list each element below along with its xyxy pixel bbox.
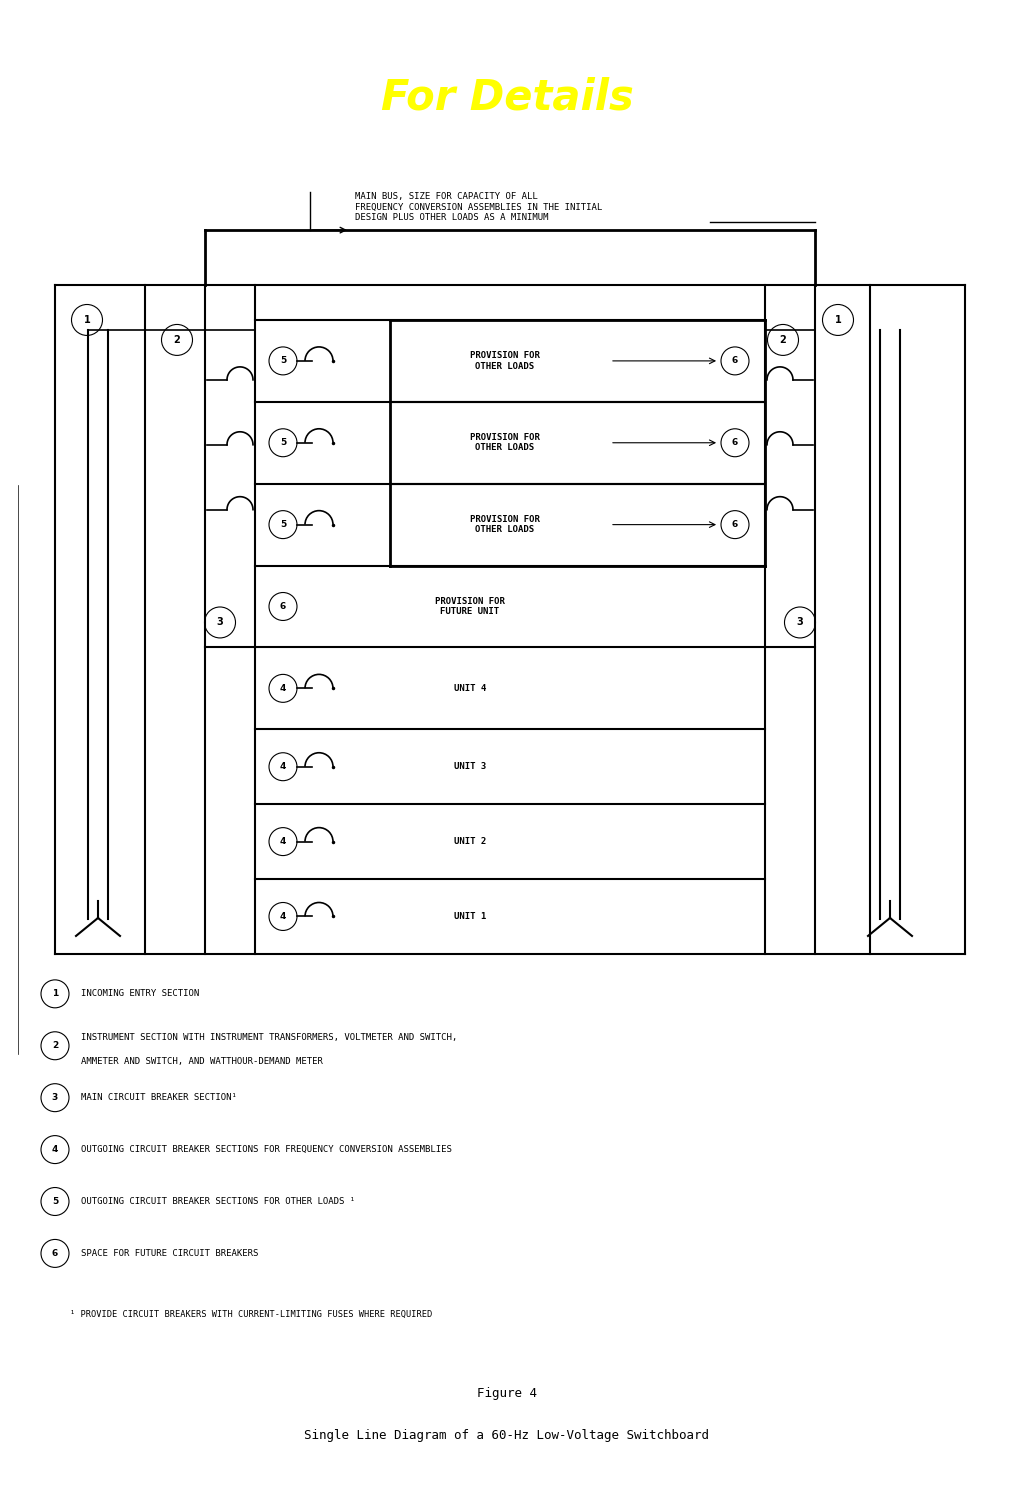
Text: INSTRUMENT SECTION WITH INSTRUMENT TRANSFORMERS, VOLTMETER AND SWITCH,: INSTRUMENT SECTION WITH INSTRUMENT TRANS… — [81, 1033, 457, 1042]
Text: 4: 4 — [280, 762, 286, 771]
Text: 2: 2 — [780, 335, 787, 344]
Text: For Details: For Details — [381, 77, 634, 119]
Text: PROVISION FOR
FUTURE UNIT: PROVISION FOR FUTURE UNIT — [435, 597, 504, 616]
Text: 6: 6 — [52, 1249, 58, 1258]
Text: 3: 3 — [52, 1093, 58, 1102]
Text: Figure 4: Figure 4 — [477, 1387, 537, 1399]
Text: PROVISION FOR
OTHER LOADS: PROVISION FOR OTHER LOADS — [470, 516, 540, 535]
Text: 3: 3 — [216, 618, 223, 627]
Text: 5: 5 — [280, 520, 286, 529]
Text: 5: 5 — [280, 439, 286, 448]
Text: PROVISION FOR
OTHER LOADS: PROVISION FOR OTHER LOADS — [470, 352, 540, 371]
Text: 6: 6 — [732, 356, 738, 365]
Text: OUTGOING CIRCUIT BREAKER SECTIONS FOR FREQUENCY CONVERSION ASSEMBLIES: OUTGOING CIRCUIT BREAKER SECTIONS FOR FR… — [81, 1145, 452, 1154]
Text: 6: 6 — [280, 603, 286, 612]
Text: 2: 2 — [52, 1042, 58, 1051]
Text: UNIT 3: UNIT 3 — [454, 762, 486, 771]
Text: 1: 1 — [834, 316, 841, 325]
Text: UNIT 4: UNIT 4 — [454, 684, 486, 693]
Text: 1: 1 — [52, 989, 58, 998]
Text: 2: 2 — [174, 335, 181, 344]
Text: 4: 4 — [280, 837, 286, 846]
Text: ¹ PROVIDE CIRCUIT BREAKERS WITH CURRENT-LIMITING FUSES WHERE REQUIRED: ¹ PROVIDE CIRCUIT BREAKERS WITH CURRENT-… — [70, 1311, 432, 1320]
Text: MAIN CIRCUIT BREAKER SECTION¹: MAIN CIRCUIT BREAKER SECTION¹ — [81, 1093, 236, 1102]
Text: 4: 4 — [280, 684, 286, 693]
Text: INCOMING ENTRY SECTION: INCOMING ENTRY SECTION — [81, 989, 199, 998]
Text: PROVISION FOR
OTHER LOADS: PROVISION FOR OTHER LOADS — [470, 433, 540, 452]
Text: 4: 4 — [280, 912, 286, 921]
Text: 6: 6 — [732, 439, 738, 448]
Text: 1: 1 — [83, 316, 90, 325]
Text: 3: 3 — [797, 618, 804, 627]
Text: 6: 6 — [732, 520, 738, 529]
Text: UNIT 1: UNIT 1 — [454, 912, 486, 921]
Text: 5: 5 — [280, 356, 286, 365]
Text: Single Line Diagram of a 60-Hz Low-Voltage Switchboard: Single Line Diagram of a 60-Hz Low-Volta… — [304, 1429, 709, 1441]
Text: CLICK HERE: CLICK HERE — [449, 29, 566, 47]
Text: 5: 5 — [52, 1196, 58, 1205]
Text: OUTGOING CIRCUIT BREAKER SECTIONS FOR OTHER LOADS ¹: OUTGOING CIRCUIT BREAKER SECTIONS FOR OT… — [81, 1196, 355, 1205]
Text: UNIT 2: UNIT 2 — [454, 837, 486, 846]
Text: AMMETER AND SWITCH, AND WATTHOUR-DEMAND METER: AMMETER AND SWITCH, AND WATTHOUR-DEMAND … — [81, 1057, 323, 1066]
Text: SPACE FOR FUTURE CIRCUIT BREAKERS: SPACE FOR FUTURE CIRCUIT BREAKERS — [81, 1249, 259, 1258]
Text: 4: 4 — [52, 1145, 58, 1154]
Text: MAIN BUS, SIZE FOR CAPACITY OF ALL
FREQUENCY CONVERSION ASSEMBLIES IN THE INITIA: MAIN BUS, SIZE FOR CAPACITY OF ALL FREQU… — [355, 192, 602, 222]
